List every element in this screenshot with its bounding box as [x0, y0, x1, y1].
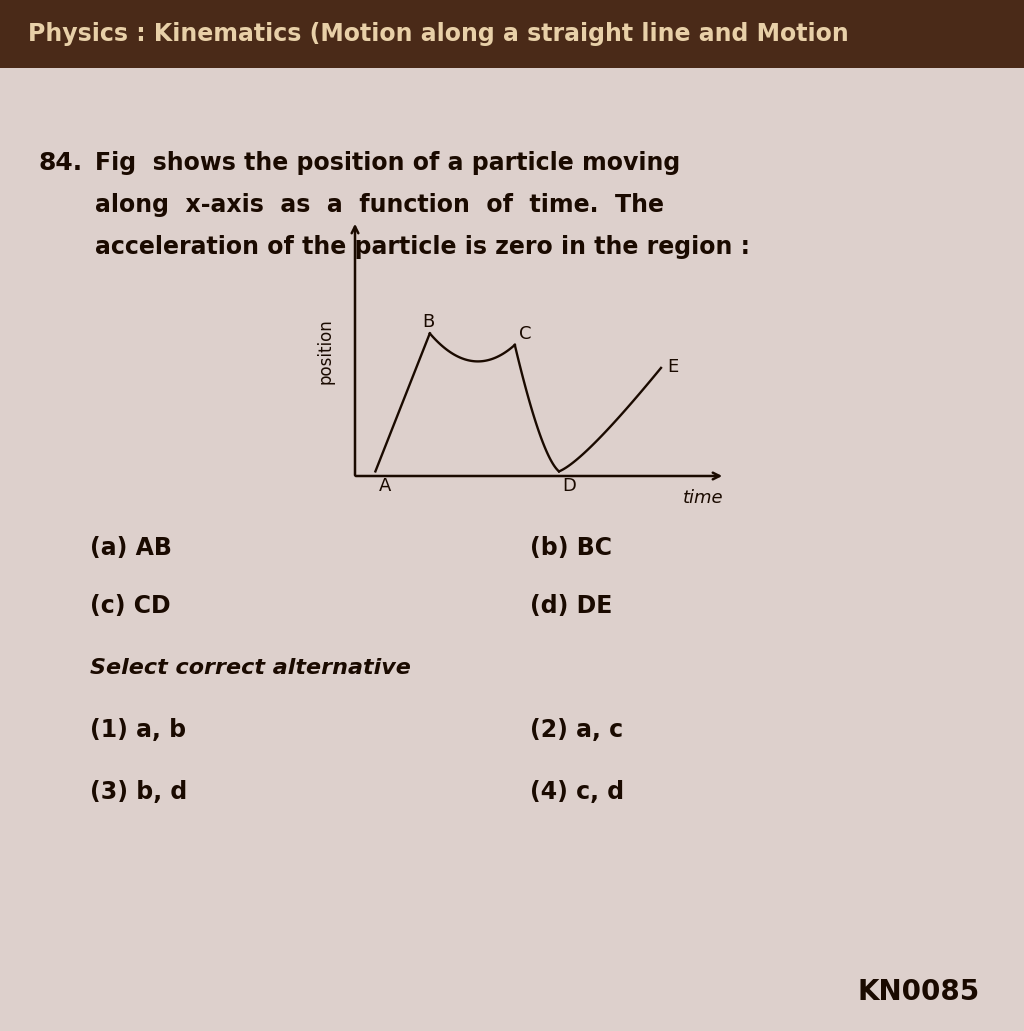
Text: Physics : Kinematics (Motion along a straight line and Motion: Physics : Kinematics (Motion along a str…	[28, 22, 849, 46]
Text: D: D	[562, 477, 575, 496]
Text: E: E	[667, 358, 678, 376]
Text: (d) DE: (d) DE	[530, 594, 612, 618]
Text: B: B	[422, 313, 434, 331]
Text: KN0085: KN0085	[858, 978, 980, 1006]
Bar	[0, 0, 1024, 68]
Text: 84.: 84.	[38, 151, 82, 175]
Text: (4) c, d: (4) c, d	[530, 780, 624, 804]
Text: along  x-axis  as  a  function  of  time.  The: along x-axis as a function of time. The	[95, 193, 664, 217]
Text: Fig  shows the position of a particle moving: Fig shows the position of a particle mov…	[95, 151, 680, 175]
Text: (a) AB: (a) AB	[90, 536, 172, 560]
Text: C: C	[519, 325, 531, 343]
Text: (1) a, b: (1) a, b	[90, 718, 186, 742]
Text: (2) a, c: (2) a, c	[530, 718, 624, 742]
Text: (c) CD: (c) CD	[90, 594, 171, 618]
Text: (b) BC: (b) BC	[530, 536, 612, 560]
Text: A: A	[379, 477, 391, 496]
Text: acceleration of the particle is zero in the region :: acceleration of the particle is zero in …	[95, 235, 750, 259]
Text: (3) b, d: (3) b, d	[90, 780, 187, 804]
Text: Select correct alternative: Select correct alternative	[90, 658, 411, 678]
Text: time: time	[682, 489, 723, 507]
Text: position: position	[316, 319, 334, 384]
